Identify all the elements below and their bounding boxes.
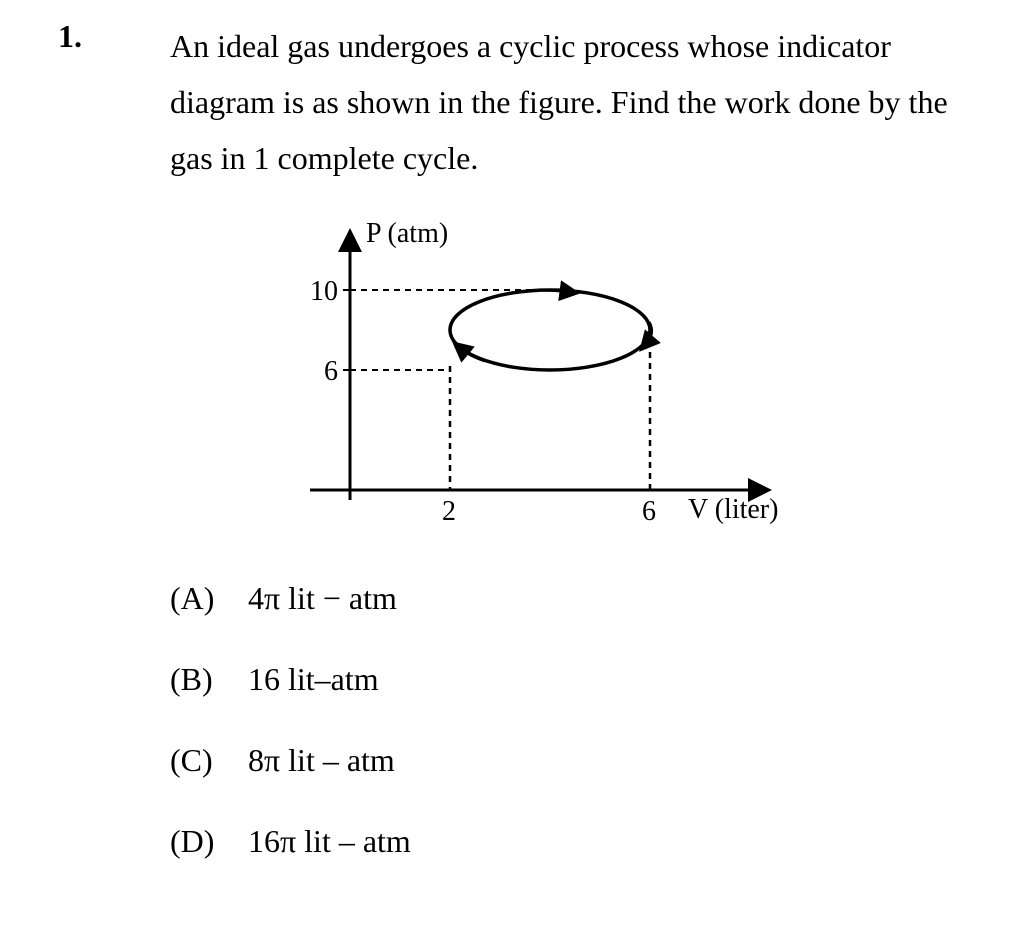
option-b-text: 16 lit–atm <box>248 661 379 697</box>
option-c: (C) 8π lit – atm <box>170 742 411 779</box>
option-d-tag: (D) <box>170 823 240 860</box>
option-c-text: 8π lit – atm <box>248 742 395 778</box>
xtick-2: 2 <box>442 496 456 527</box>
y-axis-label: P (atm) <box>366 218 448 249</box>
question-number: 1. <box>58 18 82 55</box>
option-b-tag: (B) <box>170 661 240 698</box>
pv-diagram: P (atm) V (liter) 10 6 2 6 <box>280 210 840 530</box>
xtick-6: 6 <box>642 496 656 527</box>
question-text: An ideal gas undergoes a cyclic process … <box>170 18 984 186</box>
x-axis-label: V (liter) <box>688 494 778 525</box>
option-d-text: 16π lit – atm <box>248 823 411 859</box>
options-block: (A) 4π lit − atm (B) 16 lit–atm (C) 8π l… <box>170 580 411 904</box>
option-d: (D) 16π lit – atm <box>170 823 411 860</box>
option-a: (A) 4π lit − atm <box>170 580 411 617</box>
ytick-6: 6 <box>324 356 338 387</box>
option-b: (B) 16 lit–atm <box>170 661 411 698</box>
ytick-10: 10 <box>310 276 338 307</box>
option-a-text: 4π lit − atm <box>248 580 397 616</box>
option-c-tag: (C) <box>170 742 240 779</box>
option-a-tag: (A) <box>170 580 240 617</box>
dir-arrow-bl <box>460 348 485 361</box>
